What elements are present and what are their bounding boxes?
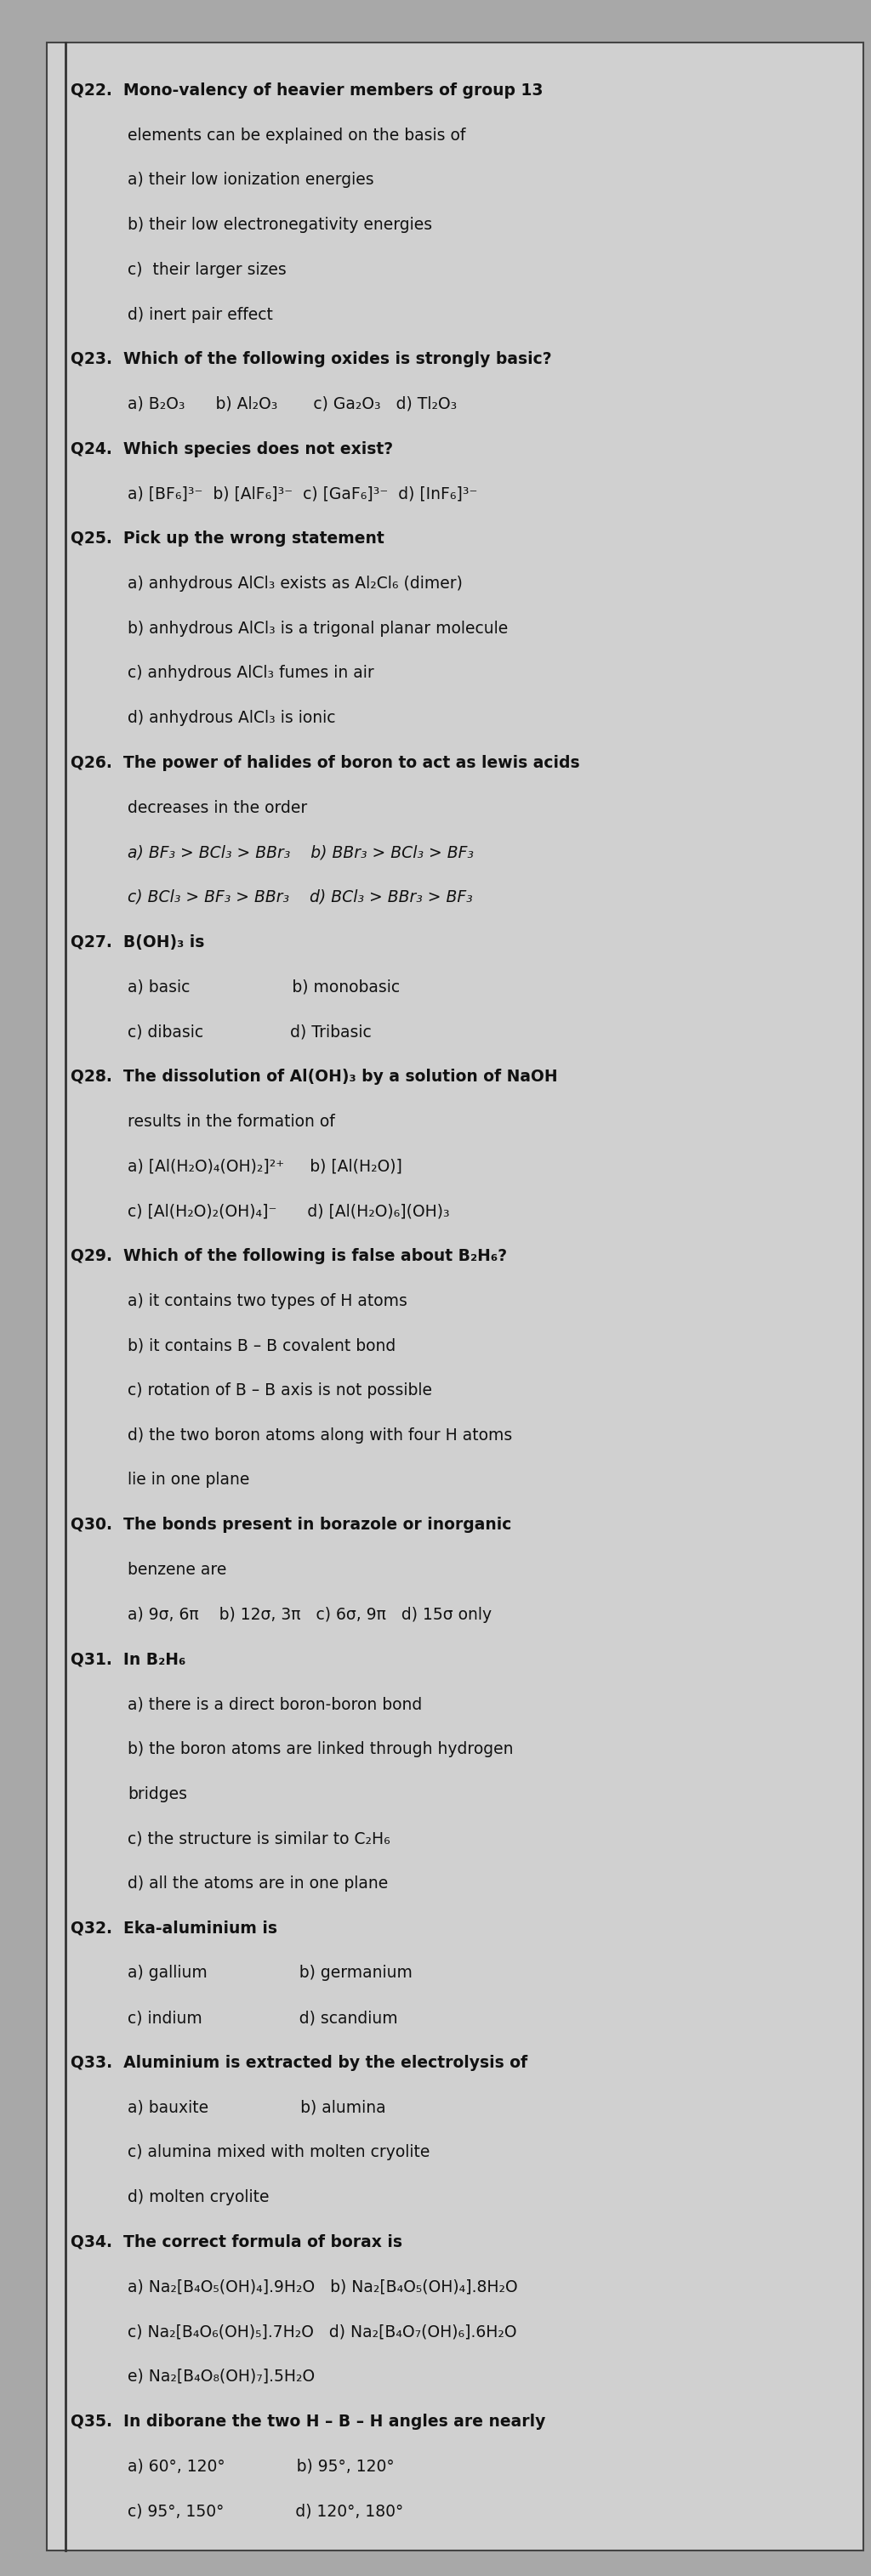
Text: decreases in the order: decreases in the order xyxy=(127,799,307,817)
Text: results in the formation of: results in the formation of xyxy=(127,1113,335,1128)
Text: b) their low electronegativity energies: b) their low electronegativity energies xyxy=(127,216,432,232)
Text: Q22.  Mono-valency of heavier members of group 13: Q22. Mono-valency of heavier members of … xyxy=(71,82,544,98)
FancyBboxPatch shape xyxy=(47,44,863,2550)
Text: a) [BF₆]³⁻  b) [AlF₆]³⁻  c) [GaF₆]³⁻  d) [InF₆]³⁻: a) [BF₆]³⁻ b) [AlF₆]³⁻ c) [GaF₆]³⁻ d) [I… xyxy=(127,487,477,502)
Text: a) anhydrous AlCl₃ exists as Al₂Cl₆ (dimer): a) anhydrous AlCl₃ exists as Al₂Cl₆ (dim… xyxy=(127,574,463,592)
Text: c)  their larger sizes: c) their larger sizes xyxy=(127,263,287,278)
Text: c) indium                   d) scandium: c) indium d) scandium xyxy=(127,2009,398,2027)
Text: a) it contains two types of H atoms: a) it contains two types of H atoms xyxy=(127,1293,408,1309)
Text: Q26.  The power of halides of boron to act as lewis acids: Q26. The power of halides of boron to ac… xyxy=(71,755,580,770)
Text: Q33.  Aluminium is extracted by the electrolysis of: Q33. Aluminium is extracted by the elect… xyxy=(71,2056,528,2071)
Text: b) anhydrous AlCl₃ is a trigonal planar molecule: b) anhydrous AlCl₃ is a trigonal planar … xyxy=(127,621,508,636)
Text: c) alumina mixed with molten cryolite: c) alumina mixed with molten cryolite xyxy=(127,2143,430,2161)
Text: bridges: bridges xyxy=(127,1785,187,1803)
Text: c) dibasic                 d) Tribasic: c) dibasic d) Tribasic xyxy=(127,1023,372,1041)
Text: c) [Al(H₂O)₂(OH)₄]⁻      d) [Al(H₂O)₆](OH)₃: c) [Al(H₂O)₂(OH)₄]⁻ d) [Al(H₂O)₆](OH)₃ xyxy=(127,1203,449,1218)
Text: d) anhydrous AlCl₃ is ionic: d) anhydrous AlCl₃ is ionic xyxy=(127,711,335,726)
Text: a) 9σ, 6π    b) 12σ, 3π   c) 6σ, 9π   d) 15σ only: a) 9σ, 6π b) 12σ, 3π c) 6σ, 9π d) 15σ on… xyxy=(127,1607,492,1623)
Text: Q30.  The bonds present in borazole or inorganic: Q30. The bonds present in borazole or in… xyxy=(71,1517,511,1533)
Text: Q28.  The dissolution of Al(OH)₃ by a solution of NaOH: Q28. The dissolution of Al(OH)₃ by a sol… xyxy=(71,1069,557,1084)
Text: a) bauxite                  b) alumina: a) bauxite b) alumina xyxy=(127,2099,386,2115)
Text: c) rotation of B – B axis is not possible: c) rotation of B – B axis is not possibl… xyxy=(127,1383,432,1399)
Text: d) all the atoms are in one plane: d) all the atoms are in one plane xyxy=(127,1875,388,1891)
Text: lie in one plane: lie in one plane xyxy=(127,1471,249,1489)
Text: c) 95°, 150°              d) 120°, 180°: c) 95°, 150° d) 120°, 180° xyxy=(127,2504,403,2519)
Text: c) anhydrous AlCl₃ fumes in air: c) anhydrous AlCl₃ fumes in air xyxy=(127,665,374,680)
Text: d) molten cryolite: d) molten cryolite xyxy=(127,2190,269,2205)
Text: c) the structure is similar to C₂H₆: c) the structure is similar to C₂H₆ xyxy=(127,1832,390,1847)
Text: benzene are: benzene are xyxy=(127,1561,226,1577)
Text: d) inert pair effect: d) inert pair effect xyxy=(127,307,273,322)
Text: a) their low ionization energies: a) their low ionization energies xyxy=(127,173,374,188)
Text: a) Na₂[B₄O₅(OH)₄].9H₂O   b) Na₂[B₄O₅(OH)₄].8H₂O: a) Na₂[B₄O₅(OH)₄].9H₂O b) Na₂[B₄O₅(OH)₄]… xyxy=(127,2280,517,2295)
Text: Q32.  Eka-aluminium is: Q32. Eka-aluminium is xyxy=(71,1919,277,1937)
Text: Q29.  Which of the following is false about B₂H₆?: Q29. Which of the following is false abo… xyxy=(71,1247,507,1265)
Text: Q25.  Pick up the wrong statement: Q25. Pick up the wrong statement xyxy=(71,531,384,546)
Text: c) Na₂[B₄O₆(OH)₅].7H₂O   d) Na₂[B₄O₇(OH)₆].6H₂O: c) Na₂[B₄O₆(OH)₅].7H₂O d) Na₂[B₄O₇(OH)₆]… xyxy=(127,2324,517,2339)
Text: Q31.  In B₂H₆: Q31. In B₂H₆ xyxy=(71,1651,186,1667)
Text: a) there is a direct boron-boron bond: a) there is a direct boron-boron bond xyxy=(127,1695,422,1713)
Text: c) BCl₃ > BF₃ > BBr₃    d) BCl₃ > BBr₃ > BF₃: c) BCl₃ > BF₃ > BBr₃ d) BCl₃ > BBr₃ > BF… xyxy=(127,889,473,904)
Text: a) BF₃ > BCl₃ > BBr₃    b) BBr₃ > BCl₃ > BF₃: a) BF₃ > BCl₃ > BBr₃ b) BBr₃ > BCl₃ > BF… xyxy=(127,845,474,860)
Text: elements can be explained on the basis of: elements can be explained on the basis o… xyxy=(127,126,466,144)
Text: Q27.  B(OH)₃ is: Q27. B(OH)₃ is xyxy=(71,935,205,951)
Text: a) B₂O₃      b) Al₂O₃       c) Ga₂O₃   d) Tl₂O₃: a) B₂O₃ b) Al₂O₃ c) Ga₂O₃ d) Tl₂O₃ xyxy=(127,397,457,412)
Text: Q24.  Which species does not exist?: Q24. Which species does not exist? xyxy=(71,440,393,456)
Text: d) the two boron atoms along with four H atoms: d) the two boron atoms along with four H… xyxy=(127,1427,512,1443)
Text: Q35.  In diborane the two H – B – H angles are nearly: Q35. In diborane the two H – B – H angle… xyxy=(71,2414,545,2429)
Text: a) [Al(H₂O)₄(OH)₂]²⁺     b) [Al(H₂O)]: a) [Al(H₂O)₄(OH)₂]²⁺ b) [Al(H₂O)] xyxy=(127,1159,402,1175)
Text: e) Na₂[B₄O₈(OH)₇].5H₂O: e) Na₂[B₄O₈(OH)₇].5H₂O xyxy=(127,2367,314,2385)
Text: Q34.  The correct formula of borax is: Q34. The correct formula of borax is xyxy=(71,2233,402,2251)
Text: a) 60°, 120°              b) 95°, 120°: a) 60°, 120° b) 95°, 120° xyxy=(127,2458,395,2476)
Text: b) it contains B – B covalent bond: b) it contains B – B covalent bond xyxy=(127,1337,395,1352)
Text: b) the boron atoms are linked through hydrogen: b) the boron atoms are linked through hy… xyxy=(127,1741,513,1757)
Text: Q23.  Which of the following oxides is strongly basic?: Q23. Which of the following oxides is st… xyxy=(71,350,551,368)
Text: a) gallium                  b) germanium: a) gallium b) germanium xyxy=(127,1965,413,1981)
Text: a) basic                    b) monobasic: a) basic b) monobasic xyxy=(127,979,400,994)
